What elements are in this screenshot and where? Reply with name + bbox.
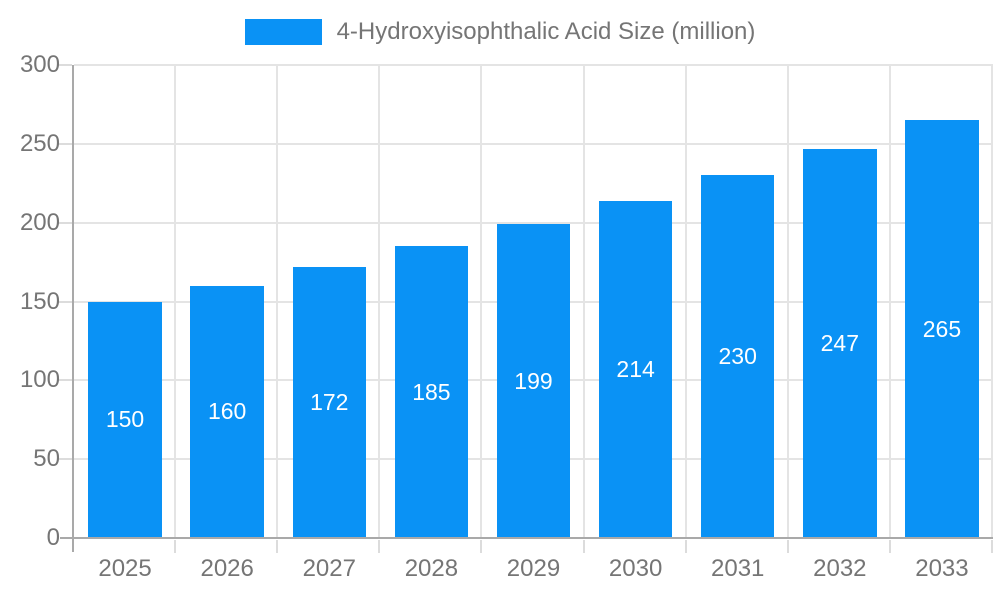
x-tick-mark bbox=[276, 540, 279, 553]
x-tick-label: 2033 bbox=[915, 555, 969, 582]
bar-2026: 160 bbox=[190, 285, 264, 538]
x-tick-mark bbox=[480, 540, 483, 553]
y-tick-label: 50 bbox=[33, 445, 60, 473]
v-gridline bbox=[378, 65, 381, 538]
x-tick-mark bbox=[174, 540, 177, 553]
bar-2029: 199 bbox=[496, 224, 571, 538]
x-tick-label: 2031 bbox=[711, 555, 765, 582]
bar-value-label: 230 bbox=[718, 343, 757, 370]
x-axis-line bbox=[60, 537, 993, 539]
legend-label: 4-Hydroxyisophthalic Acid Size (million) bbox=[336, 18, 756, 45]
x-tick-mark bbox=[888, 540, 891, 553]
y-tick-mark bbox=[59, 379, 72, 382]
plot-area: 150 160 172 185 199 214 230 247 265 0 50 100 150 200… bbox=[20, 51, 993, 582]
bar-2027: 172 bbox=[292, 266, 367, 538]
x-tick-label: 2032 bbox=[813, 555, 867, 582]
x-tick-mark bbox=[378, 540, 381, 553]
bar-value-label: 247 bbox=[820, 329, 859, 356]
h-gridline bbox=[74, 64, 993, 66]
bar-value-label: 172 bbox=[310, 388, 349, 415]
v-gridline bbox=[786, 65, 789, 538]
y-tick-mark bbox=[59, 300, 72, 303]
v-gridline bbox=[991, 65, 993, 538]
h-gridline bbox=[74, 221, 993, 224]
x-tick-label: 2025 bbox=[98, 555, 152, 582]
bar-2031: 230 bbox=[700, 175, 775, 538]
bar-2025: 150 bbox=[88, 301, 162, 538]
y-tick-mark bbox=[59, 142, 72, 145]
y-axis-line bbox=[72, 65, 74, 552]
v-gridline bbox=[582, 65, 585, 538]
y-tick-mark bbox=[59, 458, 72, 461]
bar-value-label: 185 bbox=[412, 378, 451, 405]
y-tick-mark bbox=[59, 221, 72, 224]
v-gridline bbox=[684, 65, 687, 538]
y-tick-label: 100 bbox=[19, 366, 60, 394]
x-tick-mark bbox=[991, 540, 993, 553]
bar-2030: 214 bbox=[598, 200, 673, 538]
x-tick-label: 2030 bbox=[608, 555, 663, 582]
bar-value-label: 160 bbox=[207, 398, 247, 425]
bar-value-label: 199 bbox=[514, 367, 553, 394]
y-tick-label: 0 bbox=[46, 524, 60, 551]
bar-value-label: 265 bbox=[922, 315, 962, 342]
x-tick-mark bbox=[786, 540, 789, 553]
h-gridline bbox=[74, 142, 993, 145]
v-gridline bbox=[174, 65, 177, 538]
legend-swatch bbox=[244, 19, 322, 45]
y-tick-label: 200 bbox=[19, 208, 60, 236]
x-tick-mark bbox=[684, 540, 687, 553]
y-tick-label: 300 bbox=[19, 51, 60, 78]
v-gridline bbox=[888, 65, 891, 538]
bar-value-label: 214 bbox=[616, 355, 655, 382]
legend: 4-Hydroxyisophthalic Acid Size (million) bbox=[0, 18, 1000, 46]
x-tick-label: 2027 bbox=[302, 555, 356, 582]
y-tick-label: 150 bbox=[19, 287, 60, 315]
bar-2033: 265 bbox=[905, 120, 979, 538]
x-tick-label: 2029 bbox=[506, 555, 561, 582]
x-tick-label: 2028 bbox=[404, 555, 459, 582]
v-gridline bbox=[480, 65, 483, 538]
bar-value-label: 150 bbox=[105, 406, 145, 433]
x-tick-label: 2026 bbox=[200, 555, 254, 582]
v-gridline bbox=[276, 65, 279, 538]
x-tick-mark bbox=[582, 540, 585, 553]
bar-2028: 185 bbox=[394, 246, 469, 538]
bar-2032: 247 bbox=[803, 148, 877, 538]
y-tick-label: 250 bbox=[19, 129, 60, 157]
y-tick-mark bbox=[59, 64, 72, 66]
